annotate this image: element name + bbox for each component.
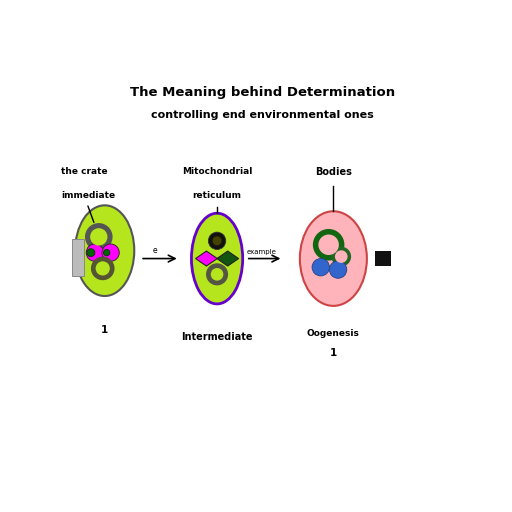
Text: example: example	[247, 249, 276, 254]
Circle shape	[96, 261, 110, 275]
Circle shape	[206, 263, 228, 285]
Circle shape	[211, 268, 223, 281]
Polygon shape	[196, 251, 217, 266]
Circle shape	[208, 232, 226, 249]
Circle shape	[90, 228, 108, 246]
Bar	[375, 251, 391, 266]
Text: immediate: immediate	[61, 191, 116, 200]
Circle shape	[85, 223, 113, 251]
Ellipse shape	[191, 213, 243, 304]
Text: Oogenesis: Oogenesis	[307, 329, 360, 338]
Circle shape	[102, 244, 119, 261]
Text: 1: 1	[101, 325, 109, 334]
Circle shape	[91, 257, 115, 280]
Bar	[72, 239, 84, 276]
Circle shape	[103, 249, 110, 256]
Text: e: e	[153, 246, 158, 254]
Circle shape	[318, 234, 339, 255]
Circle shape	[313, 229, 345, 261]
Circle shape	[212, 236, 222, 246]
Circle shape	[322, 238, 336, 252]
Text: Bodies: Bodies	[315, 167, 352, 177]
Text: Intermediate: Intermediate	[181, 332, 253, 343]
Circle shape	[331, 247, 351, 266]
Circle shape	[86, 244, 103, 261]
Circle shape	[329, 261, 347, 279]
Ellipse shape	[75, 205, 134, 296]
Circle shape	[87, 249, 95, 257]
Circle shape	[325, 241, 333, 249]
Ellipse shape	[300, 211, 367, 306]
Text: 1: 1	[330, 348, 337, 358]
Text: the crate: the crate	[61, 167, 108, 176]
Circle shape	[335, 250, 348, 263]
Circle shape	[312, 259, 329, 276]
Polygon shape	[217, 251, 239, 266]
Text: Mitochondrial: Mitochondrial	[182, 167, 252, 176]
Text: controlling end environmental ones: controlling end environmental ones	[151, 110, 374, 120]
Text: The Meaning behind Determination: The Meaning behind Determination	[130, 87, 395, 99]
Text: reticulum: reticulum	[193, 191, 242, 200]
